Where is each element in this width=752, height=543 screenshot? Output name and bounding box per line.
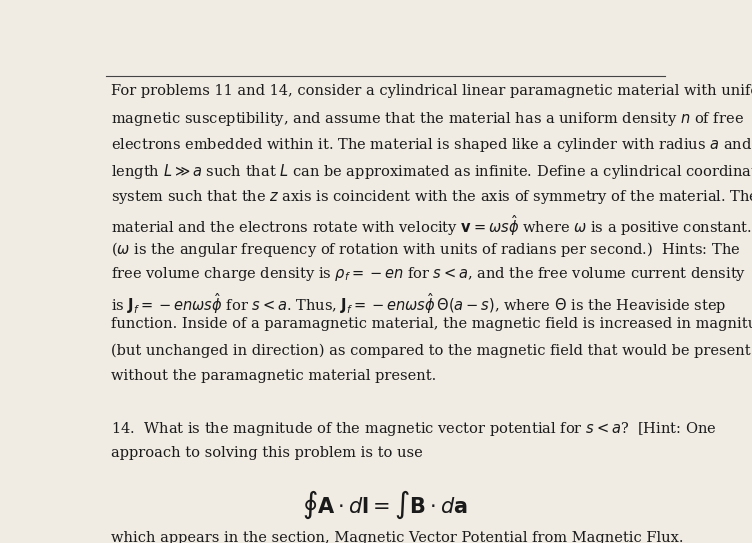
- Text: length $L \gg a$ such that $L$ can be approximated as infinite. Define a cylindr: length $L \gg a$ such that $L$ can be ap…: [111, 162, 752, 181]
- Text: ($\omega$ is the angular frequency of rotation with units of radians per second.: ($\omega$ is the angular frequency of ro…: [111, 239, 741, 258]
- Text: approach to solving this problem is to use: approach to solving this problem is to u…: [111, 446, 423, 460]
- Text: is $\mathbf{J}_f = -en\omega s\hat{\phi}$ for $s < a$. Thus, $\mathbf{J}_f = -en: is $\mathbf{J}_f = -en\omega s\hat{\phi}…: [111, 292, 727, 316]
- Text: electrons embedded within it. The material is shaped like a cylinder with radius: electrons embedded within it. The materi…: [111, 136, 752, 154]
- Text: free volume charge density is $\rho_f = -en$ for $s < a$, and the free volume cu: free volume charge density is $\rho_f = …: [111, 266, 747, 283]
- Text: $\oint \mathbf{A} \cdot d\mathbf{l} = \int \mathbf{B} \cdot d\mathbf{a}$: $\oint \mathbf{A} \cdot d\mathbf{l} = \i…: [302, 489, 468, 521]
- Text: system such that the $z$ axis is coincident with the axis of symmetry of the mat: system such that the $z$ axis is coincid…: [111, 188, 752, 206]
- Text: which appears in the section, Magnetic Vector Potential from Magnetic Flux.: which appears in the section, Magnetic V…: [111, 531, 684, 543]
- Text: function. Inside of a paramagnetic material, the magnetic field is increased in : function. Inside of a paramagnetic mater…: [111, 317, 752, 331]
- Text: material and the electrons rotate with velocity $\mathbf{v} = \omega s\hat{\phi}: material and the electrons rotate with v…: [111, 213, 752, 238]
- Text: magnetic susceptibility, and assume that the material has a uniform density $n$ : magnetic susceptibility, and assume that…: [111, 110, 744, 128]
- Text: For problems 11 and 14, consider a cylindrical linear paramagnetic material with: For problems 11 and 14, consider a cylin…: [111, 84, 752, 98]
- Text: (but unchanged in direction) as compared to the magnetic field that would be pre: (but unchanged in direction) as compared…: [111, 343, 751, 358]
- Text: without the paramagnetic material present.: without the paramagnetic material presen…: [111, 369, 437, 383]
- Text: 14.  What is the magnitude of the magnetic vector potential for $s < a$?  [Hint:: 14. What is the magnitude of the magneti…: [111, 420, 717, 438]
